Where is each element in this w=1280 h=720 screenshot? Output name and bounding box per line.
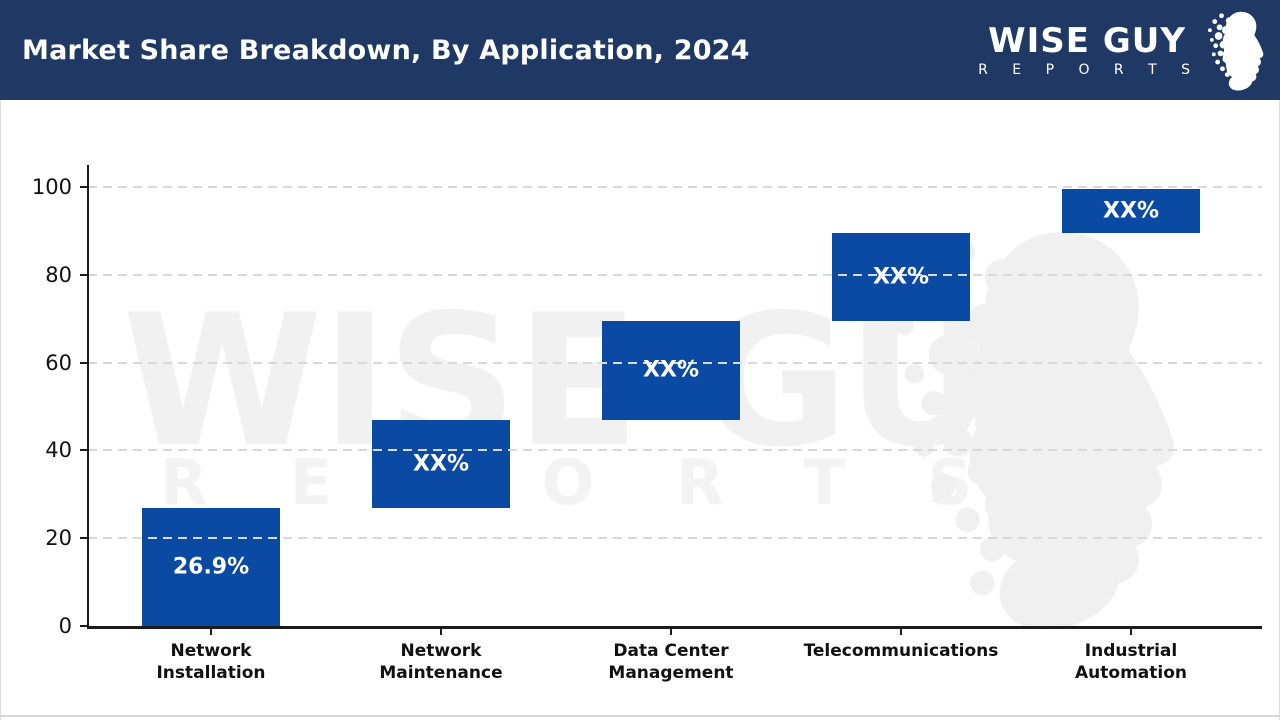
y-axis-line: [87, 165, 89, 629]
x-category-label: Network Maintenance: [379, 641, 503, 683]
x-axis-tick: [670, 628, 672, 635]
x-axis-line: [87, 626, 1262, 629]
brand-tagline: R E P O R T S: [978, 61, 1200, 78]
y-axis-tick-label: 100: [31, 175, 72, 199]
gridline: [88, 449, 1262, 452]
frame-border-left: [0, 100, 1, 720]
waterfall-bar: [602, 320, 740, 420]
header: Market Share Breakdown, By Application, …: [0, 0, 1280, 100]
waterfall-bar: [832, 233, 970, 321]
gridline: [88, 361, 1262, 364]
gridline: [88, 186, 1262, 188]
x-category-label: Telecommunications: [803, 641, 999, 661]
y-axis-tick: [80, 186, 88, 188]
bar-value-label: XX%: [1103, 198, 1159, 224]
gridline: [88, 537, 1262, 540]
bar-value-label: XX%: [873, 264, 929, 290]
y-axis-tick: [80, 625, 88, 627]
x-category-label: Industrial Automation: [1075, 641, 1187, 683]
bar-value-label: XX%: [643, 357, 699, 383]
brand-name: WISE GUY: [988, 20, 1186, 61]
page-title: Market Share Breakdown, By Application, …: [22, 34, 750, 66]
y-axis-tick: [80, 361, 88, 364]
brand-logo-text: WISE GUY R E P O R T S: [974, 24, 1200, 77]
y-axis-tick: [80, 273, 88, 276]
y-axis-tick-label: 80: [45, 262, 72, 287]
bar-value-label: 26.9%: [172, 554, 250, 580]
waterfall-bar: [372, 419, 510, 508]
x-axis-tick: [1130, 628, 1132, 635]
frame-border-bottom: [0, 715, 1280, 717]
y-axis-tick-label: 20: [45, 526, 72, 551]
x-axis-tick: [210, 628, 212, 635]
waterfall-bar: [1062, 189, 1200, 234]
y-axis-tick: [80, 537, 88, 540]
waterfall-chart: WISE GUY REPORTS 26.9% XX% XX% XX% XX% 0 20 40 6…: [0, 100, 1280, 720]
brand-logo: WISE GUY R E P O R T S: [974, 9, 1264, 91]
watermark-tagline: REPORTS: [160, 446, 1055, 519]
y-axis-tick-label: 60: [45, 350, 72, 375]
x-axis-tick: [900, 628, 902, 635]
gridline: [88, 273, 1262, 276]
y-axis-tick: [80, 449, 88, 452]
y-axis-tick-label: 40: [45, 438, 72, 463]
x-category-label: Data Center Management: [608, 641, 734, 683]
y-axis-tick-label: 0: [58, 614, 72, 638]
x-axis-tick: [440, 628, 442, 635]
bar-value-label: XX%: [413, 451, 469, 477]
brand-head-icon: [1207, 11, 1264, 91]
x-category-label: Network Installation: [156, 641, 266, 683]
waterfall-bar: [142, 507, 280, 626]
